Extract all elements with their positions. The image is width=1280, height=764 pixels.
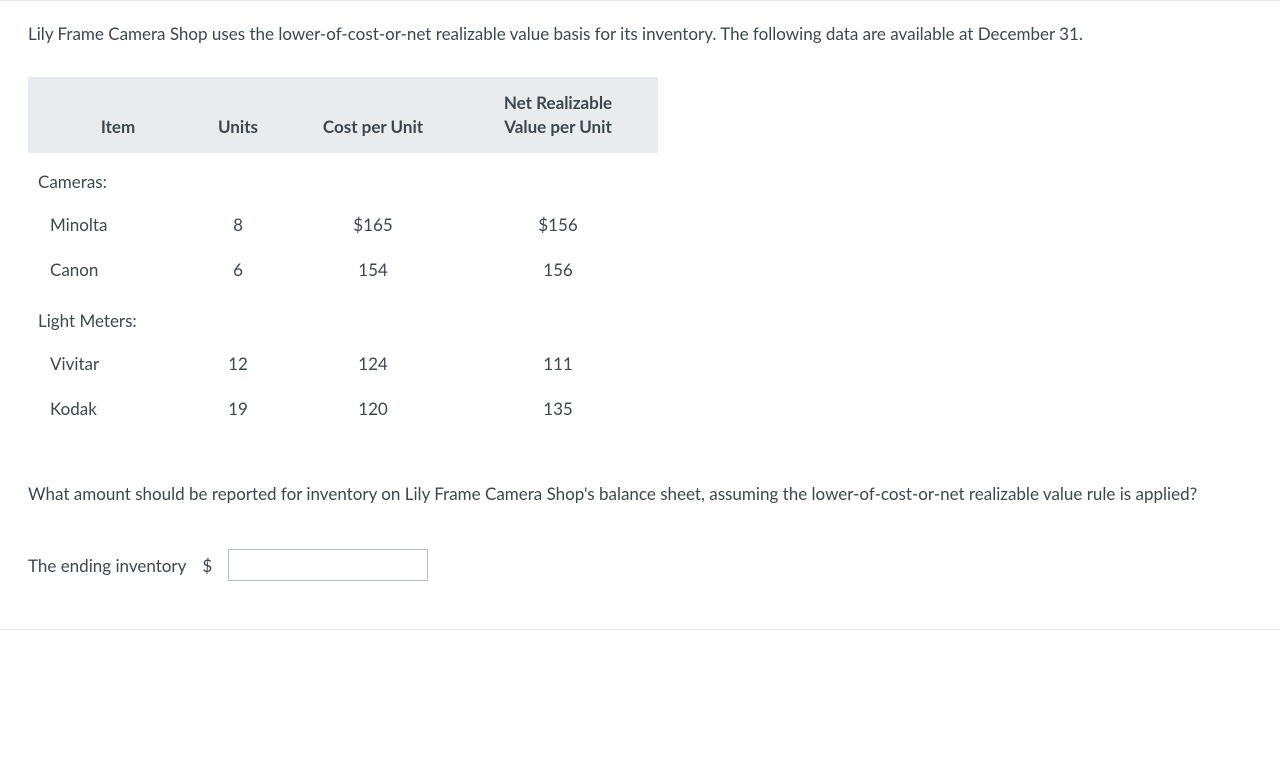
col-header-cost: Cost per Unit	[288, 77, 458, 153]
table-header-row: Item Units Cost per Unit Net Realizable …	[28, 77, 658, 153]
nrv-line1: Net Realizable	[504, 92, 612, 113]
answer-row: The ending inventory $	[28, 549, 1252, 581]
cell-cost: $165	[288, 202, 458, 247]
table-row: Canon 6 154 156	[28, 247, 658, 292]
inventory-table: Item Units Cost per Unit Net Realizable …	[28, 77, 658, 431]
nrv-line2: Value per Unit	[504, 116, 612, 137]
cell-item: Canon	[28, 247, 188, 292]
col-header-item: Item	[28, 77, 188, 153]
intro-text: Lily Frame Camera Shop uses the lower-of…	[28, 21, 1252, 47]
category-label: Light Meters:	[28, 292, 188, 341]
table-body: Cameras: Minolta 8 $165 $156 Canon 6 154…	[28, 153, 658, 431]
cell-units: 8	[188, 202, 288, 247]
table-row: Minolta 8 $165 $156	[28, 202, 658, 247]
table-row: Kodak 19 120 135	[28, 386, 658, 431]
col-header-units: Units	[188, 77, 288, 153]
category-label: Cameras:	[28, 153, 188, 202]
answer-label: The ending inventory	[28, 555, 186, 576]
cell-cost: 124	[288, 341, 458, 386]
cell-cost: 120	[288, 386, 458, 431]
cell-item: Minolta	[28, 202, 188, 247]
cell-nrv: 135	[458, 386, 658, 431]
cell-units: 12	[188, 341, 288, 386]
cell-nrv: 156	[458, 247, 658, 292]
col-header-nrv: Net Realizable Value per Unit	[458, 77, 658, 153]
category-row: Cameras:	[28, 153, 658, 202]
cell-units: 19	[188, 386, 288, 431]
ending-inventory-input[interactable]	[228, 549, 428, 581]
currency-symbol: $	[202, 555, 212, 576]
problem-container: Lily Frame Camera Shop uses the lower-of…	[0, 0, 1280, 630]
cell-nrv: $156	[458, 202, 658, 247]
cell-cost: 154	[288, 247, 458, 292]
question-text: What amount should be reported for inven…	[28, 481, 1252, 507]
cell-item: Kodak	[28, 386, 188, 431]
category-row: Light Meters:	[28, 292, 658, 341]
table-row: Vivitar 12 124 111	[28, 341, 658, 386]
cell-nrv: 111	[458, 341, 658, 386]
cell-item: Vivitar	[28, 341, 188, 386]
cell-units: 6	[188, 247, 288, 292]
